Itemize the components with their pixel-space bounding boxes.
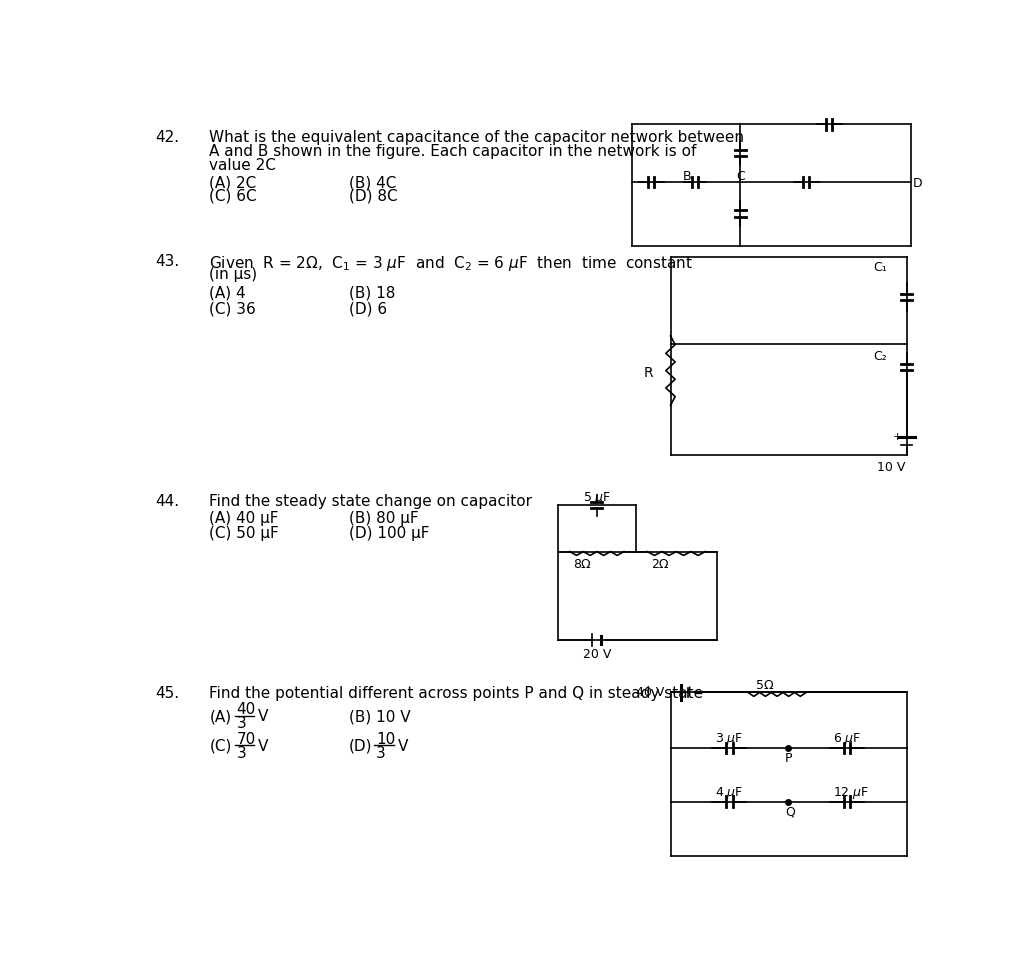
Text: 5Ω: 5Ω: [756, 679, 773, 691]
Text: V: V: [258, 739, 268, 753]
Text: D: D: [913, 178, 923, 190]
Text: 3: 3: [376, 746, 386, 760]
Text: 5 $\mu$F: 5 $\mu$F: [583, 490, 611, 506]
Text: (A) 4: (A) 4: [209, 285, 246, 301]
Text: (C) 36: (C) 36: [209, 301, 256, 317]
Text: 2Ω: 2Ω: [651, 557, 669, 571]
Text: value 2C: value 2C: [209, 158, 276, 173]
Text: (C) 6C: (C) 6C: [209, 189, 257, 204]
Text: 3 $\mu$F: 3 $\mu$F: [716, 731, 743, 747]
Text: (A) 2C: (A) 2C: [209, 175, 257, 190]
Text: V: V: [397, 739, 409, 753]
Text: B: B: [683, 171, 691, 184]
Text: Find the steady state change on capacitor: Find the steady state change on capacito…: [209, 494, 532, 509]
Text: 42.: 42.: [155, 130, 179, 146]
Text: R: R: [644, 366, 653, 380]
Text: (A) 40 μF: (A) 40 μF: [209, 511, 279, 525]
Text: C₂: C₂: [873, 350, 888, 363]
Text: 45.: 45.: [155, 686, 179, 701]
Text: (B) 10 V: (B) 10 V: [349, 710, 411, 724]
Text: (B) 18: (B) 18: [349, 285, 395, 301]
Text: 8Ω: 8Ω: [573, 557, 591, 571]
Text: C₁: C₁: [873, 261, 888, 274]
Text: +: +: [893, 432, 902, 442]
Text: 44.: 44.: [155, 494, 179, 509]
Text: Q: Q: [785, 806, 795, 819]
Text: 43.: 43.: [155, 253, 179, 269]
Text: 4 $\mu$F: 4 $\mu$F: [716, 785, 743, 801]
Text: (in μs): (in μs): [209, 267, 257, 283]
Text: (B) 80 μF: (B) 80 μF: [349, 511, 419, 525]
Text: 10: 10: [376, 732, 395, 747]
Text: 6 $\mu$F: 6 $\mu$F: [834, 731, 861, 747]
Text: (B) 4C: (B) 4C: [349, 175, 396, 190]
Text: A and B shown in the figure. Each capacitor in the network is of: A and B shown in the figure. Each capaci…: [209, 145, 696, 159]
Text: 10 V: 10 V: [878, 461, 906, 475]
Text: (A): (A): [209, 710, 231, 724]
Text: V: V: [258, 710, 268, 724]
Text: P: P: [785, 752, 793, 765]
Text: 40 V: 40 V: [636, 686, 664, 699]
Text: (D) 100 μF: (D) 100 μF: [349, 526, 429, 541]
Text: 40: 40: [237, 702, 256, 718]
Text: (C): (C): [209, 739, 231, 753]
Text: C: C: [736, 171, 745, 184]
Text: 3: 3: [237, 717, 246, 731]
Text: Find the potential different across points P and Q in steady state: Find the potential different across poin…: [209, 686, 703, 701]
Text: (C) 50 μF: (C) 50 μF: [209, 526, 280, 541]
Text: 3: 3: [237, 746, 246, 760]
Text: What is the equivalent capacitance of the capacitor network between: What is the equivalent capacitance of th…: [209, 130, 744, 146]
Text: 70: 70: [237, 732, 256, 747]
Text: 20 V: 20 V: [583, 648, 611, 661]
Text: Given  R = 2$\Omega$,  C$_1$ = 3 $\mu$F  and  C$_2$ = 6 $\mu$F  then  time  cons: Given R = 2$\Omega$, C$_1$ = 3 $\mu$F an…: [209, 253, 693, 273]
Text: (D) 6: (D) 6: [349, 301, 387, 317]
Text: (D) 8C: (D) 8C: [349, 189, 397, 204]
Text: 12 $\mu$F: 12 $\mu$F: [834, 785, 869, 801]
Text: (D): (D): [349, 739, 373, 753]
